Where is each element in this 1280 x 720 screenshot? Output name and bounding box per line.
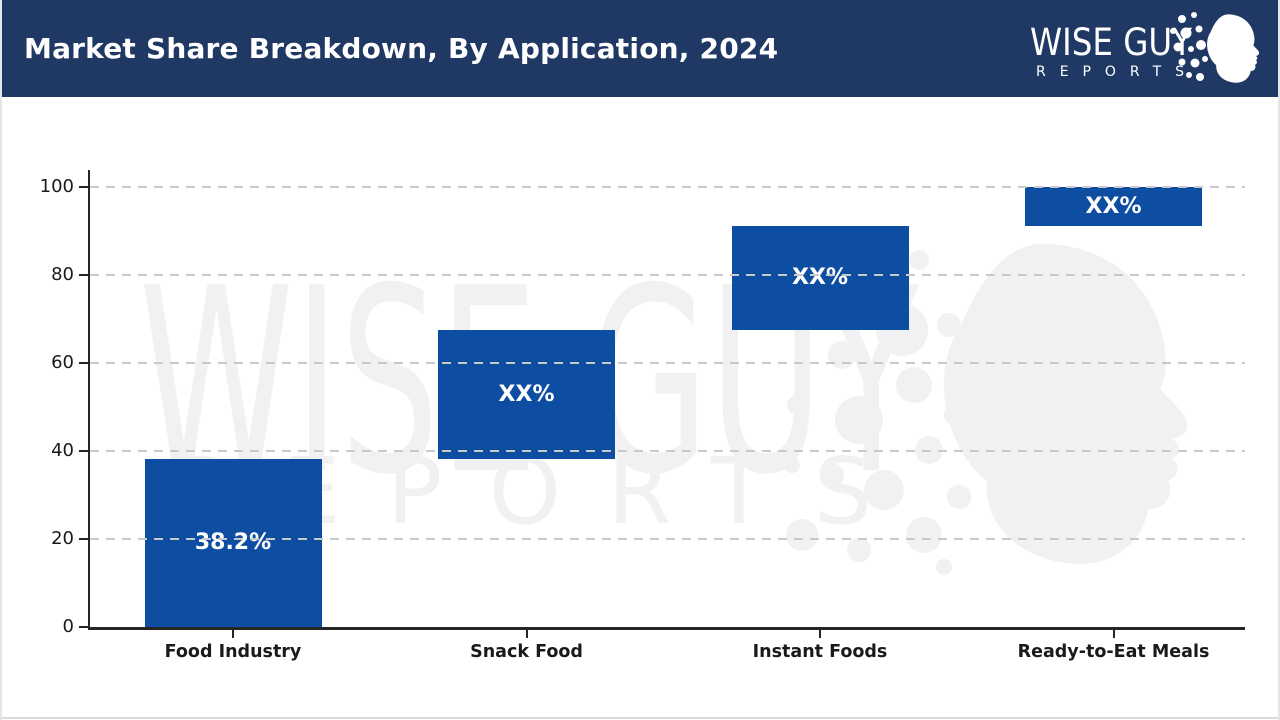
logo-text-line2: REPORTS — [1036, 64, 1184, 80]
y-tick-mark — [79, 626, 88, 628]
logo-text-line1: WISE GUY — [1030, 21, 1192, 64]
y-tick-mark — [79, 274, 88, 277]
bar: XX% — [1025, 187, 1202, 226]
bar-value-label: XX% — [1085, 193, 1142, 219]
x-tick-label: Snack Food — [470, 642, 583, 662]
bottom-edge-rule — [2, 717, 1278, 719]
bar: XX% — [438, 330, 615, 459]
y-tick-mark — [79, 186, 88, 189]
x-tick-mark — [525, 630, 528, 638]
y-tick-label: 20 — [51, 528, 74, 550]
bar-value-label: XX% — [498, 382, 555, 408]
y-tick-label: 80 — [51, 264, 74, 286]
gridline — [90, 186, 1245, 189]
x-tick-mark — [1112, 630, 1115, 638]
x-tick-label: Food Industry — [164, 642, 302, 662]
gridline — [90, 538, 1245, 541]
y-tick-label: 100 — [39, 176, 74, 198]
bar: 38.2% — [144, 458, 322, 627]
bar-value-label: XX% — [792, 265, 848, 291]
gridline — [90, 450, 1245, 453]
y-tick-mark — [79, 450, 88, 453]
x-tick-mark — [232, 630, 234, 638]
y-tick-mark — [79, 362, 88, 365]
wiseguy-logo: WISE GUY REPORTS — [1030, 11, 1260, 83]
page-title: Market Share Breakdown, By Application, … — [24, 32, 779, 65]
x-tick-label: Ready-to-Eat Meals — [1017, 642, 1210, 662]
wiseguy-head-icon — [1170, 11, 1260, 83]
y-tick-label: 60 — [51, 352, 74, 374]
gridline — [90, 274, 1245, 277]
x-tick-mark — [819, 630, 821, 638]
bar-value-label: 38.2% — [194, 530, 272, 556]
gridline — [90, 362, 1245, 365]
y-tick-label: 40 — [51, 440, 74, 462]
y-tick-label: 0 — [62, 616, 74, 637]
x-tick-label: Instant Foods — [752, 642, 888, 662]
y-tick-mark — [79, 538, 88, 541]
bar: XX% — [731, 225, 909, 331]
header: Market Share Breakdown, By Application, … — [2, 0, 1278, 97]
plot-area: 38.2% Food Industry XX% Snack Food XX% Instan… — [40, 170, 1245, 662]
